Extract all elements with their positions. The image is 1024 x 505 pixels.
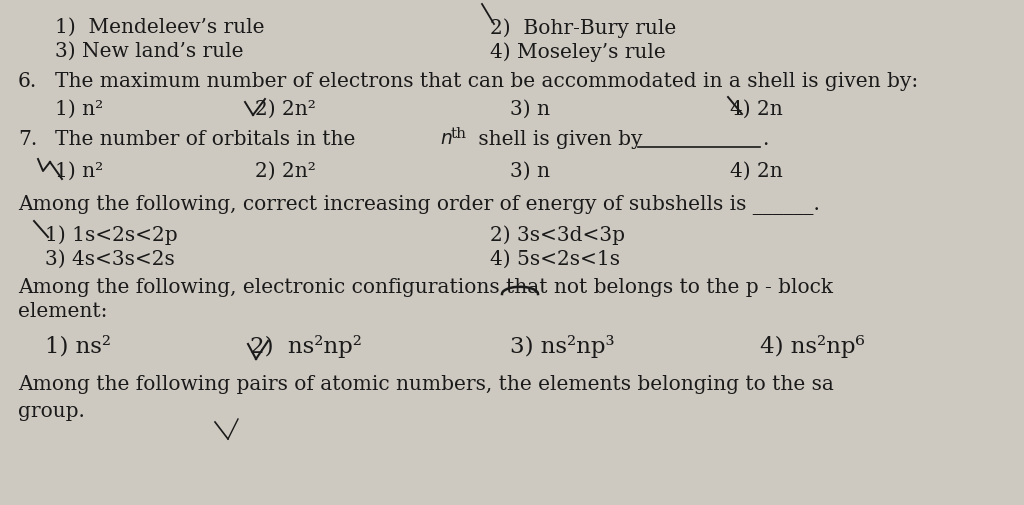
Text: 2) 3s<3d<3p: 2) 3s<3d<3p <box>490 225 625 244</box>
Text: Among the following pairs of atomic numbers, the elements belonging to the sa: Among the following pairs of atomic numb… <box>18 374 834 393</box>
Text: 1) 1s<2s<2p: 1) 1s<2s<2p <box>45 225 177 244</box>
Text: 1) n²: 1) n² <box>55 100 103 119</box>
Text: 6.: 6. <box>18 72 37 91</box>
Text: th: th <box>451 127 467 141</box>
Text: Among the following, electronic configurations that not belongs to the p - block: Among the following, electronic configur… <box>18 277 833 296</box>
Text: 4) 2n: 4) 2n <box>730 162 782 181</box>
Text: 3) 4s<3s<2s: 3) 4s<3s<2s <box>45 249 175 269</box>
Text: group.: group. <box>18 401 85 420</box>
Text: 2)  Bohr-Bury rule: 2) Bohr-Bury rule <box>490 18 676 37</box>
Text: shell is given by: shell is given by <box>472 130 642 148</box>
Text: 1) n²: 1) n² <box>55 162 103 181</box>
Text: 1)  Mendeleev’s rule: 1) Mendeleev’s rule <box>55 18 264 37</box>
Text: element:: element: <box>18 301 108 320</box>
Text: 4) ns²np⁶: 4) ns²np⁶ <box>760 334 864 358</box>
Text: 3) n: 3) n <box>510 100 550 119</box>
Text: .: . <box>762 130 768 148</box>
Text: 1) ns²: 1) ns² <box>45 334 112 357</box>
Text: 4) 2n: 4) 2n <box>730 100 782 119</box>
Text: 4) Moseley’s rule: 4) Moseley’s rule <box>490 42 666 62</box>
Text: The maximum number of electrons that can be accommodated in a shell is given by:: The maximum number of electrons that can… <box>55 72 919 91</box>
Text: 2) 2n²: 2) 2n² <box>255 100 315 119</box>
Text: 2) 2n²: 2) 2n² <box>255 162 315 181</box>
Text: 3) New land’s rule: 3) New land’s rule <box>55 42 244 61</box>
Text: 3) n: 3) n <box>510 162 550 181</box>
Text: The number of orbitals in the: The number of orbitals in the <box>55 130 361 148</box>
Text: 3) ns²np³: 3) ns²np³ <box>510 334 614 358</box>
Text: $n$: $n$ <box>440 130 453 147</box>
Text: 2)  ns²np²: 2) ns²np² <box>250 334 362 358</box>
Text: Among the following, correct increasing order of energy of subshells is ______.: Among the following, correct increasing … <box>18 194 820 215</box>
Text: 7.: 7. <box>18 130 37 148</box>
Text: 4) 5s<2s<1s: 4) 5s<2s<1s <box>490 249 620 269</box>
